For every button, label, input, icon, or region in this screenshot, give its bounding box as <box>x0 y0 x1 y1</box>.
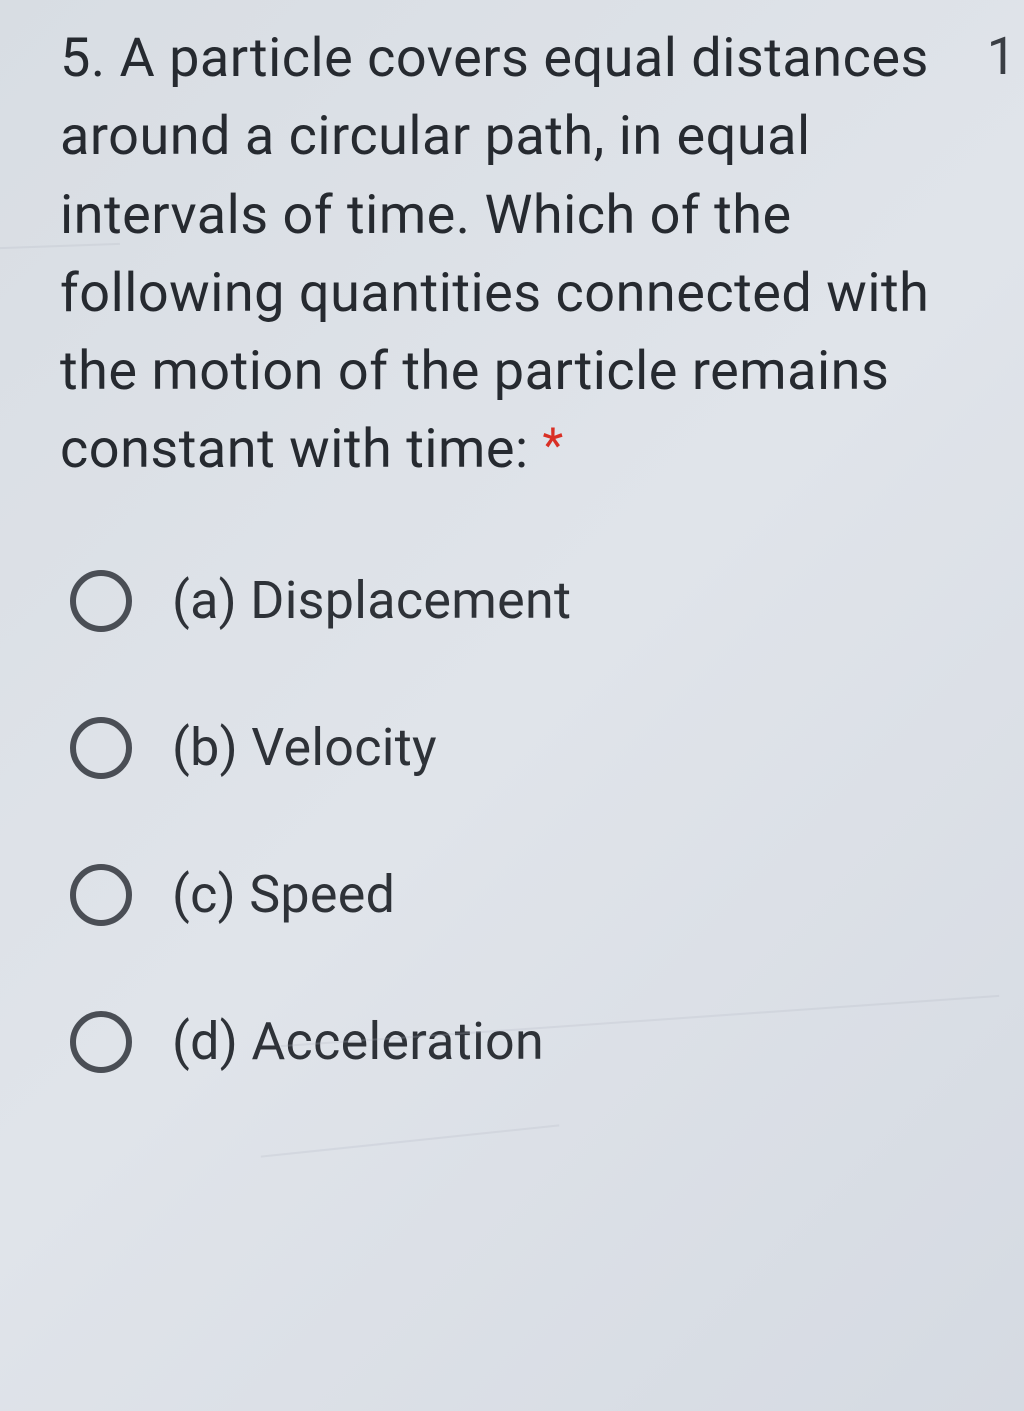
option-label: (d) Acceleration <box>172 1011 544 1072</box>
options-list: (a) Displacement (b) Velocity (c) Speed … <box>60 570 984 1073</box>
required-asterisk: * <box>542 417 563 474</box>
question-text: 5. A particle covers equal distances aro… <box>60 20 984 490</box>
option-d[interactable]: (d) Acceleration <box>70 1011 984 1073</box>
radio-icon[interactable] <box>70 1011 132 1073</box>
option-label: (c) Speed <box>172 864 395 925</box>
option-label: (b) Velocity <box>172 717 437 778</box>
question-body: 5. A particle covers equal distances aro… <box>60 27 929 481</box>
option-label: (a) Displacement <box>172 570 571 631</box>
option-c[interactable]: (c) Speed <box>70 864 984 926</box>
artifact-line <box>261 1124 560 1157</box>
radio-icon[interactable] <box>70 717 132 779</box>
question-container: 1 5. A particle covers equal distances a… <box>60 20 984 1073</box>
radio-icon[interactable] <box>70 864 132 926</box>
option-b[interactable]: (b) Velocity <box>70 717 984 779</box>
page-marker: 1 <box>987 26 1016 87</box>
radio-icon[interactable] <box>70 570 132 632</box>
option-a[interactable]: (a) Displacement <box>70 570 984 632</box>
